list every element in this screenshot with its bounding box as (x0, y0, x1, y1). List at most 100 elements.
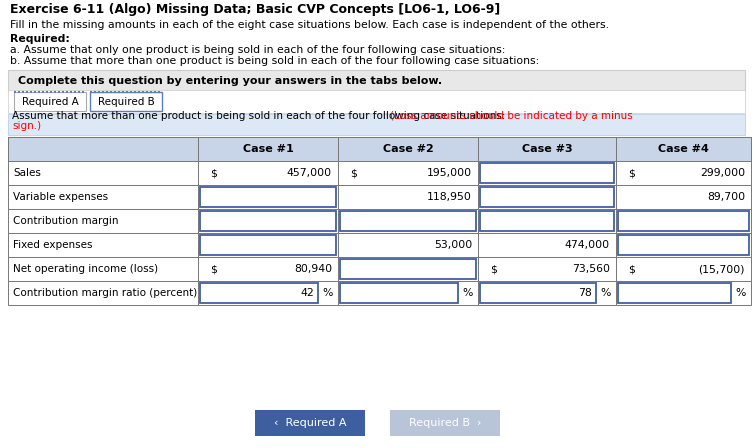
Bar (480, 187, 614, 207)
Text: Complete this question by entering your answers in the tabs below.: Complete this question by entering your … (18, 76, 442, 86)
Bar (198, 137, 338, 161)
Bar (90, 92, 162, 111)
Bar (338, 281, 478, 305)
Text: 118,950: 118,950 (427, 192, 472, 202)
Bar (616, 137, 751, 161)
Text: 73,560: 73,560 (572, 264, 610, 274)
Bar (340, 259, 476, 279)
Text: %: % (601, 288, 611, 298)
Bar (478, 137, 616, 161)
Bar (198, 233, 338, 257)
Text: Contribution margin: Contribution margin (13, 216, 118, 226)
Bar (478, 209, 616, 233)
Bar (8, 281, 198, 305)
Text: 53,000: 53,000 (434, 240, 472, 250)
Bar (480, 211, 614, 231)
Text: Required B: Required B (98, 96, 154, 107)
Text: %: % (323, 288, 333, 298)
Bar (8, 257, 198, 281)
Bar (8, 114, 745, 135)
Text: $: $ (628, 264, 635, 274)
Bar (616, 257, 751, 281)
Text: 457,000: 457,000 (287, 168, 332, 178)
Bar (200, 283, 318, 303)
Bar (200, 211, 336, 231)
Bar (478, 233, 616, 257)
Bar (618, 235, 749, 255)
Text: a. Assume that only one product is being sold in each of the four following case: a. Assume that only one product is being… (10, 45, 505, 55)
Bar (200, 187, 336, 207)
Text: 299,000: 299,000 (700, 168, 745, 178)
Bar (8, 185, 198, 209)
Bar (200, 235, 336, 255)
Text: $: $ (628, 168, 635, 178)
Text: 80,940: 80,940 (294, 264, 332, 274)
Text: Sales: Sales (13, 168, 41, 178)
Text: 42: 42 (300, 288, 314, 298)
Bar (480, 283, 596, 303)
Text: (15,700): (15,700) (699, 264, 745, 274)
Text: Fixed expenses: Fixed expenses (13, 240, 93, 250)
Bar (8, 161, 198, 185)
Bar (616, 281, 751, 305)
Bar (478, 161, 616, 185)
Text: Exercise 6-11 (Algo) Missing Data; Basic CVP Concepts [LO6-1, LO6-9]: Exercise 6-11 (Algo) Missing Data; Basic… (10, 3, 500, 16)
Bar (198, 161, 338, 185)
Bar (8, 137, 198, 161)
Text: Net operating income (loss): Net operating income (loss) (13, 264, 158, 274)
Bar (616, 233, 751, 257)
Bar (340, 283, 458, 303)
Bar (338, 185, 478, 209)
Bar (338, 257, 478, 281)
Bar (198, 185, 338, 209)
Bar (618, 283, 731, 303)
Text: 78: 78 (578, 288, 592, 298)
Bar (480, 163, 614, 183)
Text: 195,000: 195,000 (427, 168, 472, 178)
Text: %: % (463, 288, 473, 298)
Text: (Loss amounts should be indicated by a minus: (Loss amounts should be indicated by a m… (390, 111, 633, 121)
Bar (198, 209, 338, 233)
Text: sign.): sign.) (12, 121, 41, 131)
Text: Variable expenses: Variable expenses (13, 192, 108, 202)
Bar (198, 257, 338, 281)
Bar (198, 281, 338, 305)
Bar (616, 185, 751, 209)
Text: 474,000: 474,000 (565, 240, 610, 250)
Text: $: $ (490, 264, 497, 274)
Text: Fill in the missing amounts in each of the eight case situations below. Each cas: Fill in the missing amounts in each of t… (10, 20, 609, 30)
Bar (8, 233, 198, 257)
Bar (616, 209, 751, 233)
Bar (255, 410, 365, 436)
Text: b. Assume that more than one product is being sold in each of the four following: b. Assume that more than one product is … (10, 56, 539, 66)
Bar (340, 211, 476, 231)
Text: $: $ (210, 264, 217, 274)
Bar (8, 90, 745, 113)
Bar (338, 137, 478, 161)
Bar (478, 281, 616, 305)
Bar (14, 92, 86, 111)
Text: 89,700: 89,700 (707, 192, 745, 202)
Text: $: $ (350, 168, 357, 178)
Bar (338, 161, 478, 185)
Text: ‹  Required A: ‹ Required A (274, 418, 346, 428)
Text: Case #2: Case #2 (383, 144, 434, 154)
Text: Case #1: Case #1 (242, 144, 294, 154)
Text: %: % (736, 288, 746, 298)
Text: Case #3: Case #3 (522, 144, 572, 154)
Bar (8, 137, 751, 161)
Bar (478, 257, 616, 281)
Bar (8, 209, 198, 233)
Text: Case #4: Case #4 (658, 144, 709, 154)
Text: Required A: Required A (22, 96, 78, 107)
Text: Contribution margin ratio (percent): Contribution margin ratio (percent) (13, 288, 197, 298)
Bar (338, 233, 478, 257)
Text: Assume that more than one product is being sold in each of the four following ca: Assume that more than one product is bei… (12, 111, 508, 121)
Bar (338, 209, 478, 233)
Text: Required:: Required: (10, 34, 70, 44)
Bar (618, 211, 749, 231)
Bar (478, 185, 616, 209)
Bar (616, 161, 751, 185)
Text: Required B  ›: Required B › (409, 418, 481, 428)
Text: $: $ (210, 168, 217, 178)
